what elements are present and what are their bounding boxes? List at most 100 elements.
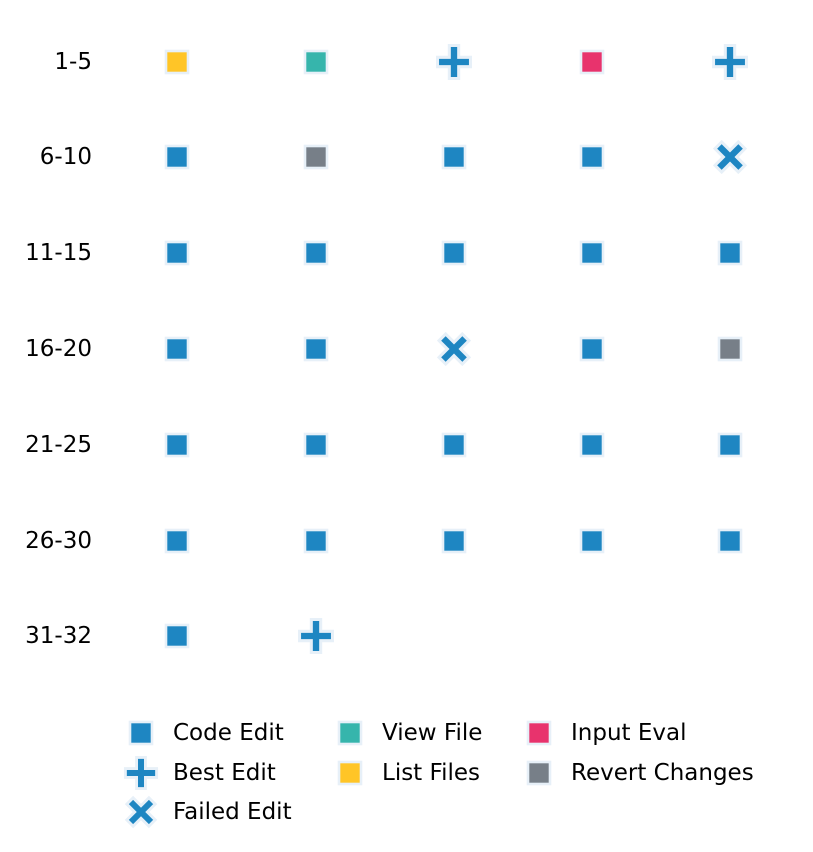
plus-marker-icon: [712, 44, 748, 80]
square-marker-icon: [579, 336, 605, 362]
marker-code-edit: [578, 527, 606, 555]
square-marker-icon: [441, 240, 467, 266]
failed-edit-legend-icon: [124, 795, 158, 829]
revert-changes-legend-icon: [526, 760, 552, 785]
square-marker-icon: [717, 432, 743, 458]
marker-code-edit: [302, 431, 330, 459]
legend-label: List Files: [382, 759, 480, 786]
square-marker-icon: [164, 336, 190, 362]
square-marker-icon: [579, 144, 605, 170]
square-marker-icon: [441, 528, 467, 554]
code-edit-swatch: [123, 714, 159, 752]
marker-code-edit: [163, 527, 191, 555]
view-file-swatch: [332, 714, 368, 752]
square-marker-icon: [164, 144, 190, 170]
marker-code-edit: [578, 431, 606, 459]
best-edit-swatch: [123, 754, 159, 792]
row-label: 31-32: [25, 623, 92, 649]
row-label: 1-5: [54, 49, 92, 75]
marker-failed-edit: [435, 330, 473, 368]
plus-marker-icon: [298, 618, 334, 654]
square-marker-icon: [164, 623, 190, 649]
row-label: 11-15: [25, 240, 92, 266]
marker-code-edit: [440, 239, 468, 267]
list-files-legend-icon: [337, 760, 363, 785]
input-eval-legend-icon: [526, 720, 552, 746]
square-marker-icon: [303, 240, 329, 266]
row-label: 21-25: [25, 432, 92, 458]
marker-input-eval: [578, 48, 606, 76]
marker-code-edit: [440, 431, 468, 459]
marker-code-edit: [578, 335, 606, 363]
legend-item-input-eval: Input Eval: [521, 714, 687, 752]
revert-changes-swatch: [521, 754, 557, 792]
square-marker-icon: [303, 336, 329, 362]
legend-item-best-edit: Best Edit: [123, 754, 276, 792]
marker-revert-changes: [716, 335, 744, 363]
marker-best-edit: [435, 43, 473, 81]
square-marker-icon: [303, 432, 329, 458]
x-marker-icon: [712, 139, 748, 175]
marker-code-edit: [440, 143, 468, 171]
legend-item-failed-edit: Failed Edit: [123, 793, 292, 831]
marker-code-edit: [163, 143, 191, 171]
marker-code-edit: [716, 527, 744, 555]
marker-code-edit: [163, 622, 191, 650]
square-marker-icon: [579, 528, 605, 554]
best-edit-legend-icon: [123, 755, 159, 790]
marker-code-edit: [716, 431, 744, 459]
square-marker-icon: [717, 240, 743, 266]
x-marker-icon: [436, 331, 472, 367]
square-marker-icon: [303, 144, 329, 170]
square-marker-icon: [164, 240, 190, 266]
legend-label: View File: [382, 720, 483, 746]
code-edit-legend-icon: [128, 720, 154, 746]
square-marker-icon: [441, 144, 467, 170]
square-marker-icon: [441, 432, 467, 458]
square-marker-icon: [579, 49, 605, 75]
row-label: 26-30: [25, 528, 92, 554]
marker-view-file: [302, 48, 330, 76]
marker-failed-edit: [711, 138, 749, 176]
square-marker-icon: [579, 432, 605, 458]
view-file-legend-icon: [337, 720, 363, 746]
row-label: 16-20: [25, 336, 92, 362]
legend-item-list-files: List Files: [332, 754, 480, 792]
failed-edit-swatch: [123, 793, 159, 831]
marker-code-edit: [302, 239, 330, 267]
legend-label: Best Edit: [173, 759, 276, 786]
square-marker-icon: [579, 240, 605, 266]
marker-code-edit: [163, 239, 191, 267]
square-marker-icon: [164, 432, 190, 458]
square-marker-icon: [164, 49, 190, 75]
marker-code-edit: [163, 431, 191, 459]
plus-marker-icon: [436, 44, 472, 80]
input-eval-swatch: [521, 714, 557, 752]
square-marker-icon: [303, 49, 329, 75]
row-label: 6-10: [39, 144, 92, 170]
legend-item-code-edit: Code Edit: [123, 714, 284, 752]
marker-code-edit: [163, 335, 191, 363]
marker-revert-changes: [302, 143, 330, 171]
marker-best-edit: [297, 617, 335, 655]
square-marker-icon: [717, 528, 743, 554]
marker-code-edit: [578, 239, 606, 267]
square-marker-icon: [717, 336, 743, 362]
legend-item-view-file: View File: [332, 714, 482, 752]
marker-code-edit: [440, 527, 468, 555]
legend-label: Revert Changes: [571, 759, 754, 786]
marker-code-edit: [302, 527, 330, 555]
list-files-swatch: [332, 754, 368, 792]
legend-label: Input Eval: [571, 720, 687, 746]
legend-label: Failed Edit: [173, 799, 292, 825]
marker-list-files: [163, 48, 191, 76]
square-marker-icon: [164, 528, 190, 554]
marker-code-edit: [578, 143, 606, 171]
legend-label: Code Edit: [173, 720, 284, 746]
square-marker-icon: [303, 528, 329, 554]
marker-code-edit: [302, 335, 330, 363]
marker-code-edit: [716, 239, 744, 267]
marker-best-edit: [711, 43, 749, 81]
legend-item-revert-changes: Revert Changes: [521, 754, 754, 792]
